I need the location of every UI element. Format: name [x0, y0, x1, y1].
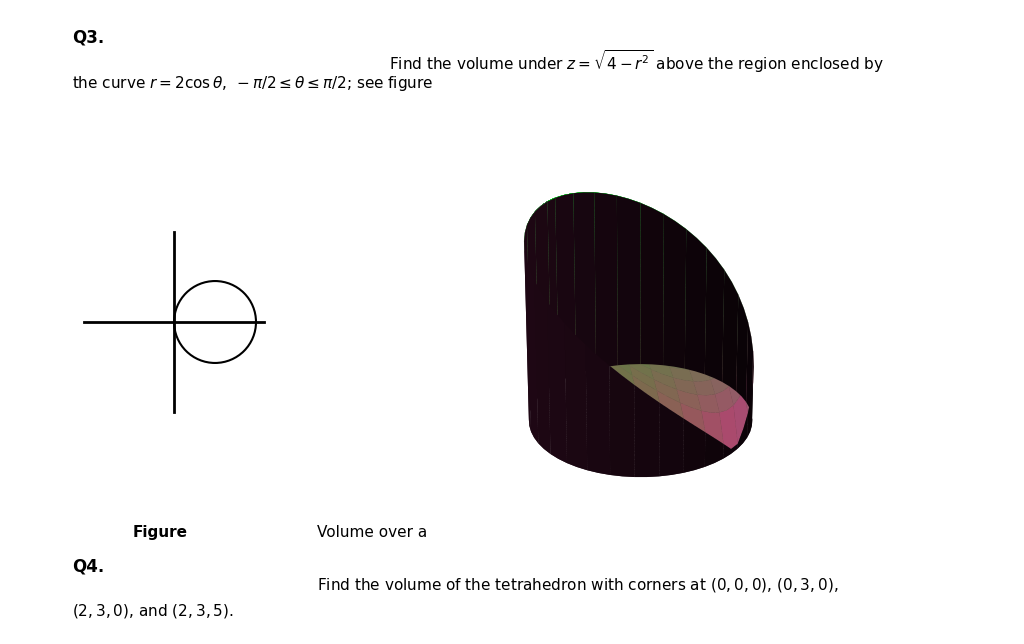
- Text: the curve $r = 2\cos\theta,\; -\pi/2 \leq \theta \leq \pi/2$; see figure: the curve $r = 2\cos\theta,\; -\pi/2 \le…: [72, 74, 433, 93]
- Text: Q3.: Q3.: [72, 29, 103, 47]
- Text: Q4.: Q4.: [72, 557, 103, 575]
- Text: $(2, 3, 0)$, and $(2, 3, 5)$.: $(2, 3, 0)$, and $(2, 3, 5)$.: [72, 602, 233, 620]
- Text: Figure: Figure: [133, 525, 188, 540]
- Text: Find the volume under $z = \sqrt{4 - r^2}$ above the region enclosed by: Find the volume under $z = \sqrt{4 - r^2…: [389, 48, 884, 75]
- Text: Volume over a region with non-constant limits.: Volume over a region with non-constant l…: [317, 525, 675, 540]
- Text: Find the volume of the tetrahedron with corners at $(0, 0, 0)$, $(0, 3, 0)$,: Find the volume of the tetrahedron with …: [317, 576, 839, 594]
